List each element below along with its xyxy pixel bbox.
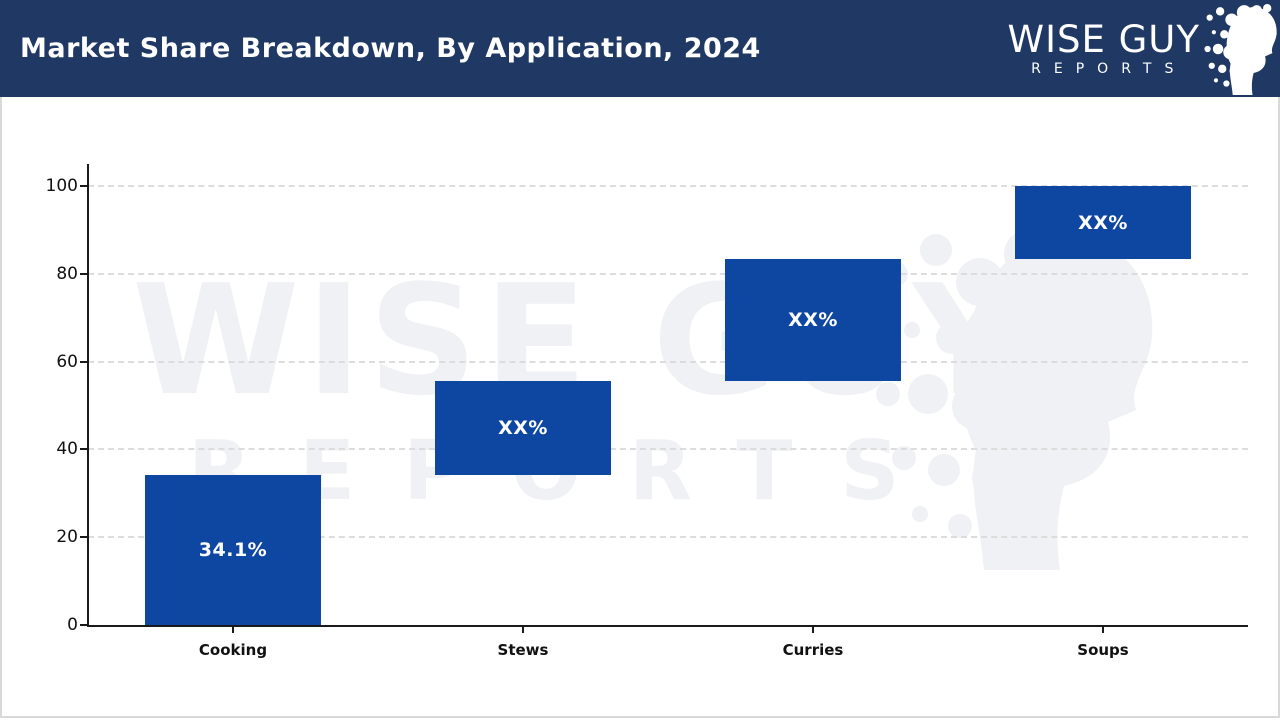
x-axis-tick-label: Curries [782,641,844,659]
bar-value-label: XX% [1078,211,1128,234]
x-axis-line [87,625,1248,627]
y-gridline [88,185,1248,187]
y-axis-tick-label: 20 [56,527,78,548]
y-gridline [88,448,1248,451]
bar-soups: XX% [1015,186,1191,260]
y-axis-line [87,164,89,627]
logo-head-icon [1204,3,1277,95]
logo-subtitle: REPORTS [1031,61,1187,77]
y-axis-tick [80,624,88,626]
y-axis-tick [80,448,88,451]
logo-wordmark: WISE GUY [1007,18,1200,61]
y-gridline [88,360,1248,363]
y-axis-tick-label: 100 [45,176,78,196]
y-axis-tick [80,360,88,363]
x-axis-tick-label: Stews [497,641,549,659]
y-axis-tick [80,272,88,275]
bar-curries: XX% [725,259,901,381]
bar-cooking: 34.1% [145,475,321,625]
y-axis-tick [80,536,88,539]
logo-text: WISE GUY REPORTS [1007,18,1200,78]
y-axis-tick-label: 80 [56,263,78,284]
y-axis-tick [80,185,88,187]
y-axis-tick-label: 60 [56,351,78,372]
wise-guy-reports-logo: WISE GUY REPORTS [1008,0,1278,97]
bar-stews: XX% [435,380,611,476]
x-axis-tick [232,626,234,633]
y-axis-tick-label: 40 [56,439,78,460]
x-axis-tick-label: Soups [1077,641,1129,659]
page-title: Market Share Breakdown, By Application, … [20,33,761,64]
x-axis-tick [522,626,524,633]
bar-value-label: 34.1% [198,539,268,562]
bar-value-label: XX% [788,309,838,332]
x-axis-tick-label: Cooking [198,641,268,659]
x-axis-tick [812,626,814,633]
y-gridline [88,536,1248,539]
x-axis-tick [1102,626,1104,633]
header-bar: Market Share Breakdown, By Application, … [0,0,1280,97]
bar-value-label: XX% [498,417,548,440]
y-gridline [88,272,1248,275]
y-axis-tick-label: 0 [67,615,78,635]
